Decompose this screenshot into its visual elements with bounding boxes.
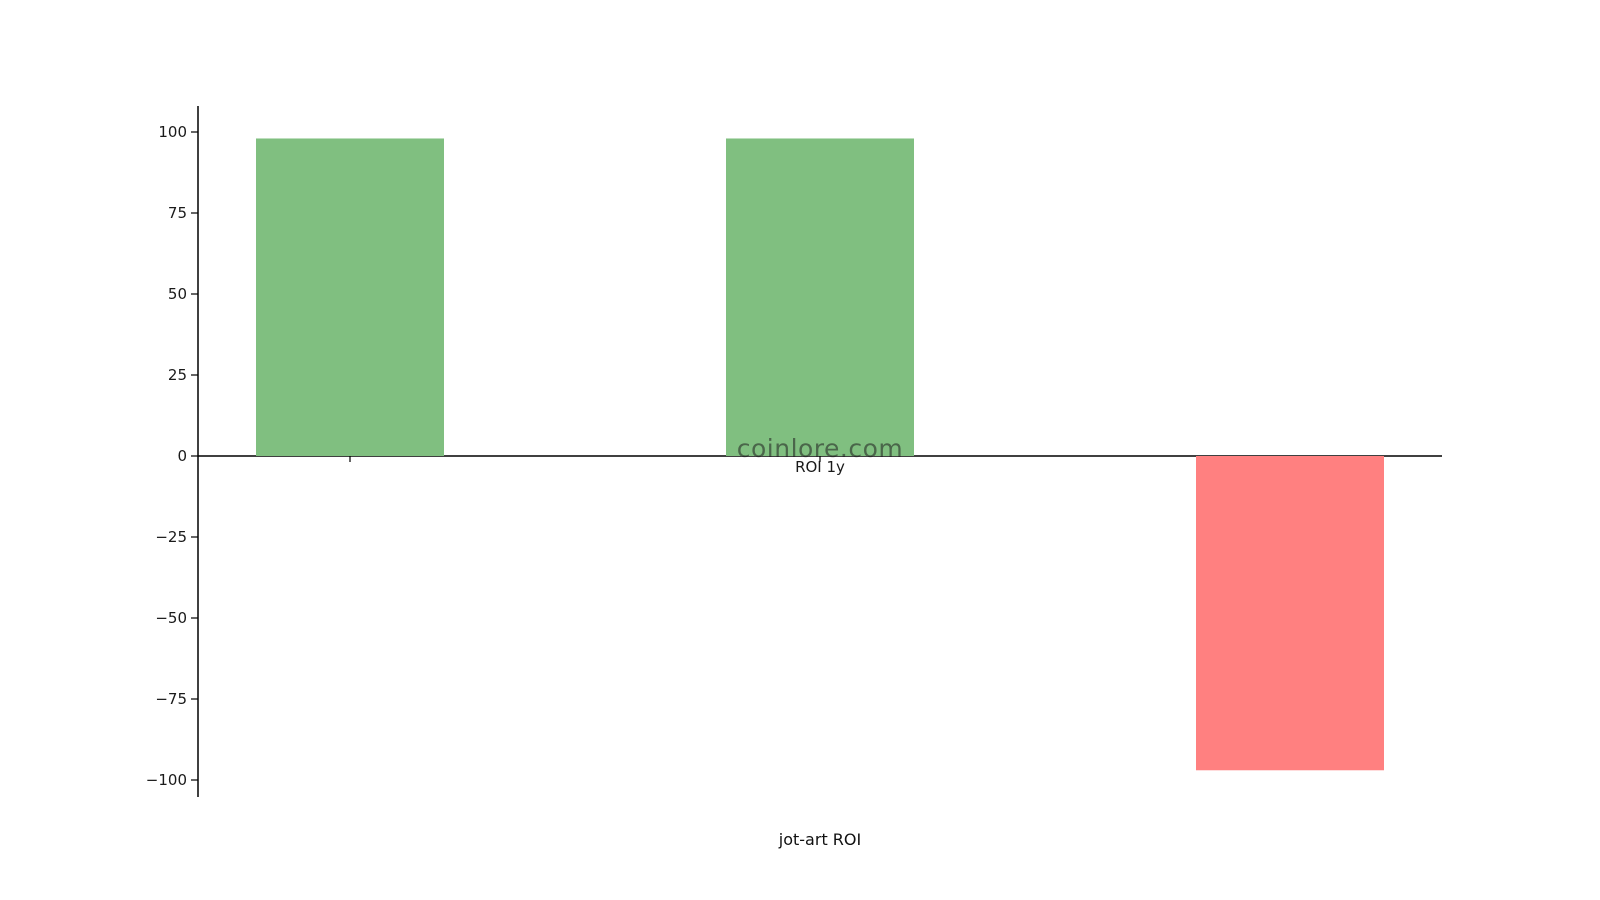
y-tick-label: −75	[155, 690, 187, 708]
x-axis-title: jot-art ROI	[778, 830, 862, 849]
bar	[726, 138, 914, 457]
y-tick-label: 75	[168, 204, 187, 222]
bar	[256, 138, 444, 457]
y-tick-label: 25	[168, 366, 187, 384]
y-tick-label: −50	[155, 609, 187, 627]
y-tick-label: 50	[168, 285, 187, 303]
x-category-label: ROI 1y	[795, 458, 845, 476]
y-tick-label: 100	[158, 123, 187, 141]
bar	[1196, 456, 1384, 771]
y-tick-label: −25	[155, 528, 187, 546]
y-tick-label: 0	[177, 447, 187, 465]
y-tick-label: −100	[146, 771, 187, 789]
